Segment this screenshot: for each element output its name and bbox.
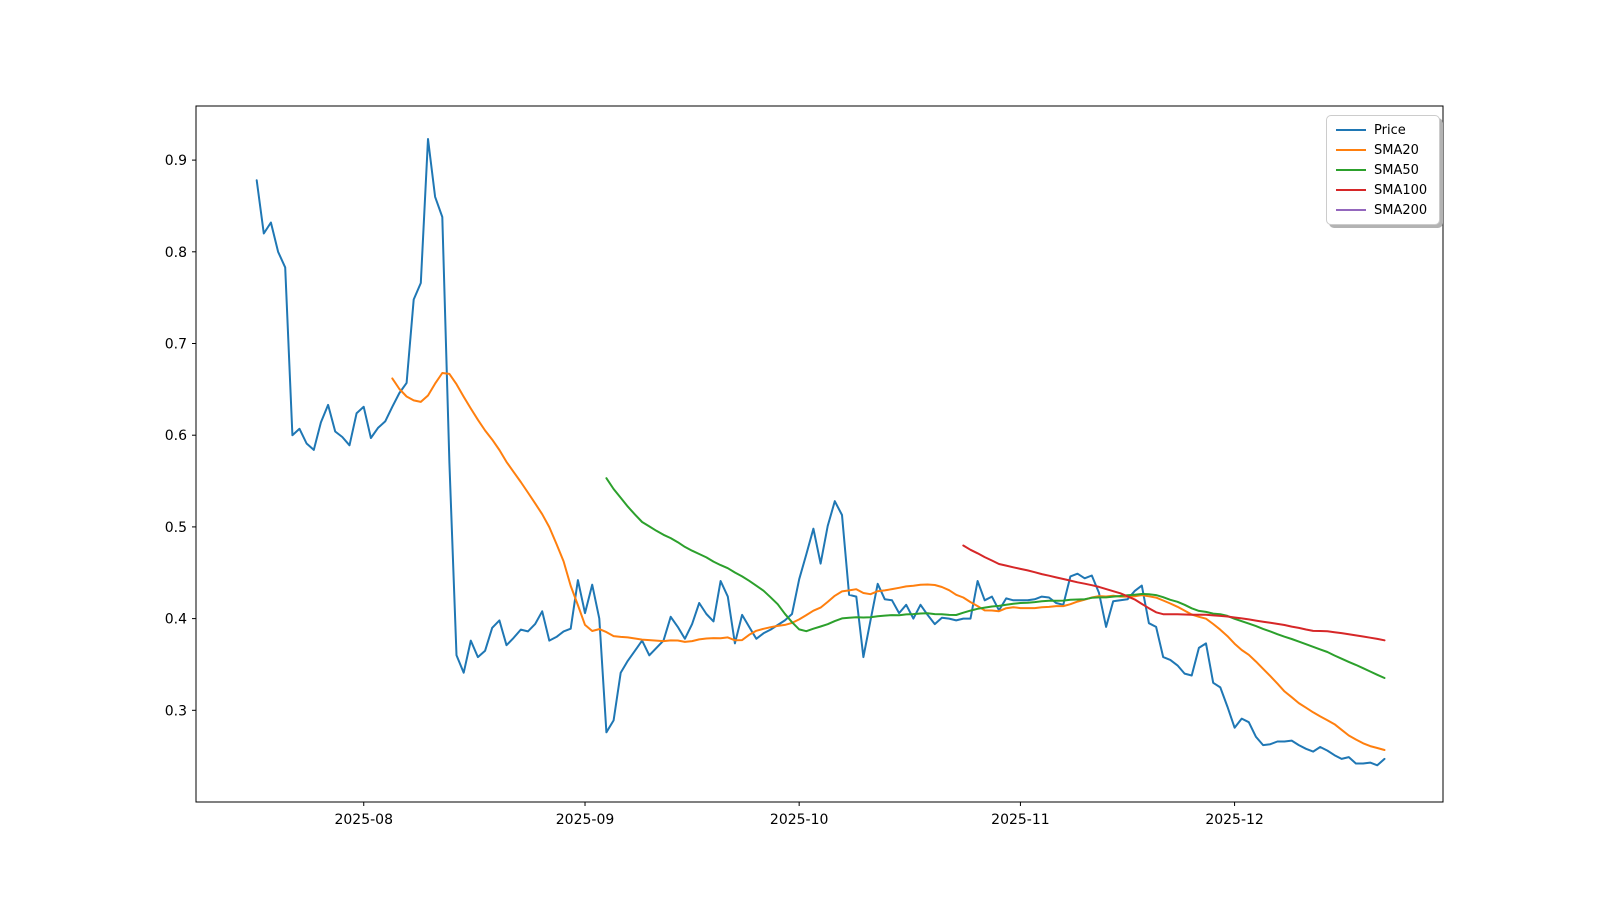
y-tick-label: 0.9 [165, 153, 187, 169]
x-tick-label: 2025-08 [334, 812, 393, 828]
legend-line-sample-sma50 [1336, 169, 1366, 171]
y-tick-label: 0.6 [165, 428, 187, 444]
legend-item-sma50: SMA50 [1336, 162, 1430, 178]
legend-line-sample-price [1336, 129, 1366, 131]
series-line-sma20 [391, 372, 1386, 751]
y-tick-label: 0.4 [165, 612, 187, 628]
legend: Price SMA20 SMA50 SMA100 SMA200 [1326, 115, 1440, 225]
plot-spines [195, 105, 1444, 803]
legend-label: SMA50 [1374, 162, 1419, 178]
legend-line-sample-sma200 [1336, 209, 1366, 211]
legend-item-sma200: SMA200 [1336, 202, 1430, 218]
legend-label: Price [1374, 122, 1406, 138]
x-tick-label: 2025-09 [556, 812, 615, 828]
legend-line-sample-sma20 [1336, 149, 1366, 151]
x-tick-label: 2025-11 [991, 812, 1050, 828]
y-tick-label: 0.3 [165, 703, 187, 719]
legend-label: SMA100 [1374, 182, 1428, 198]
legend-label: SMA200 [1374, 202, 1428, 218]
x-tick-label: 2025-12 [1205, 812, 1264, 828]
y-tick-label: 0.8 [165, 245, 187, 261]
series-line-sma100 [962, 544, 1386, 642]
legend-label: SMA20 [1374, 142, 1419, 158]
y-tick-label: 0.7 [165, 337, 187, 353]
series-line-sma50 [605, 477, 1386, 679]
legend-item-price: Price [1336, 122, 1430, 138]
y-tick-label: 0.5 [165, 520, 187, 536]
series-line-price [255, 138, 1386, 767]
x-tick-label: 2025-10 [770, 812, 829, 828]
legend-item-sma100: SMA100 [1336, 182, 1430, 198]
legend-line-sample-sma100 [1336, 189, 1366, 191]
legend-item-sma20: SMA20 [1336, 142, 1430, 158]
